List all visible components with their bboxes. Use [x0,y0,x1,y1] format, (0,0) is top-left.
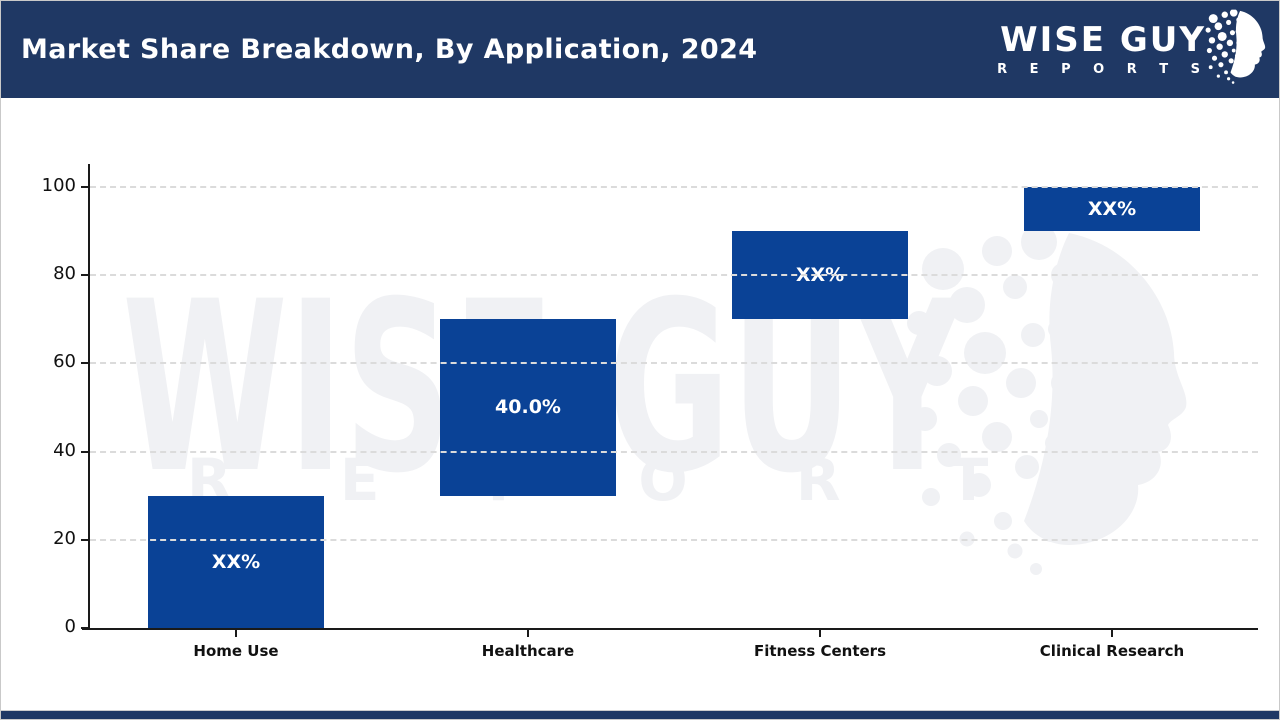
y-tick-mark [81,450,89,453]
brand-subtitle: R E P O R T S [997,61,1209,77]
y-tick-mark [81,186,89,188]
gridline [90,362,1258,365]
gridline [90,186,1258,188]
gridline [90,274,1258,277]
y-tick-mark [81,538,89,541]
x-tick-mark [235,630,237,637]
brand-name: WISE GUY [1000,19,1206,60]
category-label: Home Use [193,642,279,660]
y-tick-label: 80 [53,263,76,285]
chart-area: WISE GUY R E P O R T S 0 20 40 60 80 100 XX% Ho… [2,98,1278,711]
y-tick-label: 100 [41,175,76,196]
bar-value-label: XX% [1087,198,1137,221]
bar-segment: XX% [148,495,324,628]
x-tick-mark [527,630,529,637]
bar-segment: 40.0% [440,319,616,496]
y-tick-label: 20 [53,527,76,549]
brand-logo-text: WISE GUY R E P O R T S [997,20,1209,77]
header-bar: Market Share Breakdown, By Application, … [1,1,1279,98]
dotted-head-icon [1203,8,1267,88]
x-tick-mark [1111,630,1113,637]
brand-logo: WISE GUY R E P O R T S [997,8,1267,88]
y-tick-label: 60 [53,351,76,373]
bar-value-label: XX% [211,550,261,573]
plot-area: 0 20 40 60 80 100 XX% Home Use 40.0% Healthcare XX… [42,164,1258,660]
y-tick-mark [81,627,89,629]
y-tick-mark [81,362,89,365]
bar-value-label: 40.0% [495,396,561,419]
category-label: Healthcare [481,642,575,660]
gridline [90,450,1258,453]
x-axis-line [82,628,1258,630]
y-tick-mark [81,274,89,277]
y-tick-label: 40 [53,439,76,461]
footer-bar [1,710,1279,719]
page-title: Market Share Breakdown, By Application, … [21,34,758,65]
category-label: Fitness Centers [753,642,887,660]
bar-segment: XX% [1024,187,1200,232]
category-label: Clinical Research [1039,642,1185,660]
x-tick-mark [819,630,821,637]
y-tick-label: 0 [64,616,76,637]
gridline [90,538,1258,541]
y-axis-line [88,164,90,630]
